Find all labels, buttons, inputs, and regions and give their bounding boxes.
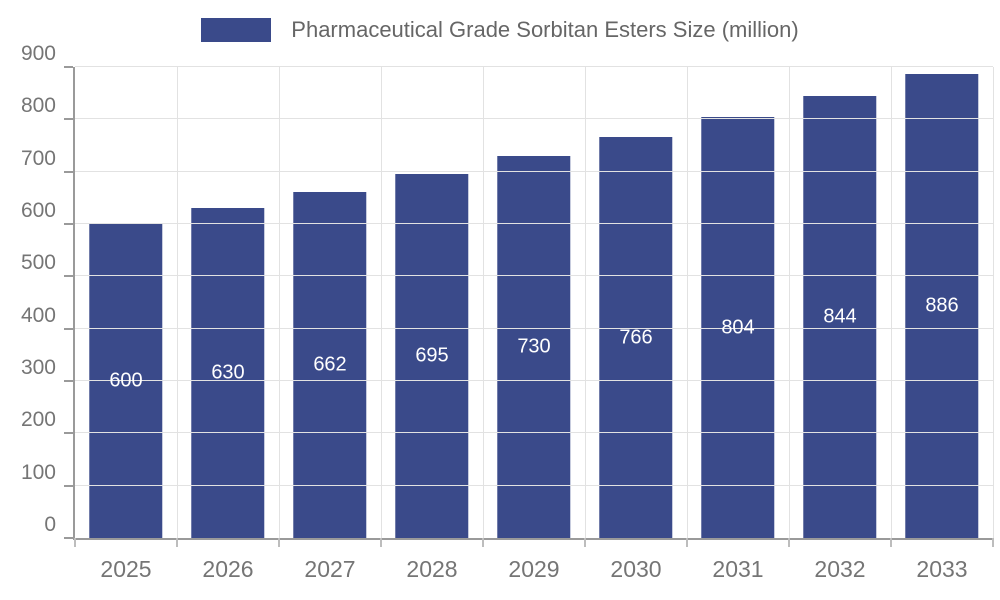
y-axis-tick-label: 700 [20,146,56,170]
bar-2029 [497,155,571,538]
bar-value-label: 630 [211,361,245,384]
bar-value-label: 730 [517,335,551,358]
bar-value-label: 804 [721,316,755,339]
bar-category: 630 2026 [177,67,279,582]
y-axis-tick-label: 100 [20,460,56,484]
y-axis-tick [64,537,73,539]
legend-series-label: Pharmaceutical Grade Sorbitan Esters Siz… [291,17,799,42]
bar-category: 886 2033 [891,67,993,582]
bar-category: 804 2031 [687,67,789,582]
x-axis-tick-label: 2033 [916,556,968,582]
gridline-vertical [380,67,382,538]
y-axis-tick [64,432,73,435]
y-axis-tick [64,223,73,226]
gridline-horizontal [75,170,993,172]
plot-area: 600 2025 630 2026 662 2027 695 2028 730 2029 766 20… [21,42,994,582]
gridline-horizontal [75,327,993,329]
y-axis-tick [64,66,73,68]
y-axis-tick-label: 200 [20,408,56,432]
x-axis-tick-label: 2031 [712,556,764,582]
x-axis-tick [890,538,892,547]
gridline-vertical [585,67,586,538]
gridline-vertical [279,67,280,538]
bar-value-label: 662 [313,353,347,376]
bar-value-label: 600 [109,369,143,392]
bar-2028 [395,174,469,538]
bar-2033 [905,74,979,538]
y-axis-tick-label: 600 [20,199,56,223]
gridline-vertical [891,67,892,538]
y-axis-tick-label: 400 [20,303,56,327]
bar-2032 [803,96,877,538]
x-axis-tick-label: 2028 [406,556,458,582]
x-axis-tick [176,538,178,547]
gridline-horizontal [75,66,993,67]
gridline-horizontal [75,380,993,382]
gridline-horizontal [75,432,993,434]
bar-2030 [599,137,673,538]
y-axis-tick-label: 0 [44,513,56,536]
y-axis-tick [64,118,73,121]
gridline-vertical [789,67,790,538]
bar-2031 [701,117,775,538]
y-axis-tick-label: 300 [20,356,56,380]
gridline-horizontal [75,484,993,486]
x-axis-tick-label: 2025 [100,556,152,582]
bar-value-label: 886 [925,294,959,317]
y-axis-tick [64,484,73,487]
bar-category: 600 2025 [75,67,177,582]
y-axis-tick-label: 800 [20,94,56,118]
bar-2026 [191,208,265,538]
y-axis-tick [64,327,73,330]
x-axis-tick-label: 2027 [304,556,356,582]
bar-category: 844 2032 [789,67,891,582]
x-axis-tick [278,538,280,547]
gridline-vertical [686,67,688,538]
y-axis-tick-label: 900 [20,42,56,65]
bar-category: 662 2027 [279,67,381,582]
bar-value-label: 766 [619,326,653,349]
bar-series: 600 2025 630 2026 662 2027 695 2028 730 2029 766 20… [75,67,993,582]
gridline-vertical [177,67,178,538]
chart-legend[interactable]: Pharmaceutical Grade Sorbitan Esters Siz… [0,14,1000,46]
x-axis-tick [379,538,382,547]
bar-2027 [293,191,367,538]
gridline-horizontal [75,275,993,277]
x-axis-tick [584,538,586,547]
y-axis-tick [64,275,73,278]
x-axis-tick [482,538,484,547]
x-axis-tick [685,538,688,547]
y-axis-tick-label: 500 [20,251,56,275]
bar-value-label: 844 [823,305,857,328]
y-axis-tick [64,170,73,173]
y-axis-tick [64,380,73,383]
x-axis-tick [788,538,790,547]
x-axis-tick-label: 2029 [508,556,560,582]
x-axis-tick-label: 2032 [814,556,866,582]
bar-category: 730 2029 [483,67,585,582]
gridline-horizontal [75,118,993,120]
bar-category: 695 2028 [381,67,483,582]
legend-swatch-icon [201,18,272,42]
gridline-horizontal [75,223,993,225]
bar-category: 766 2030 [585,67,687,582]
x-axis-tick-label: 2026 [202,556,254,582]
gridline-vertical [483,67,484,538]
x-axis-tick-label: 2030 [610,556,662,582]
x-axis-tick [992,538,994,547]
x-axis-tick [74,538,76,547]
bar-value-label: 695 [415,344,449,367]
gridline-vertical [993,67,994,538]
